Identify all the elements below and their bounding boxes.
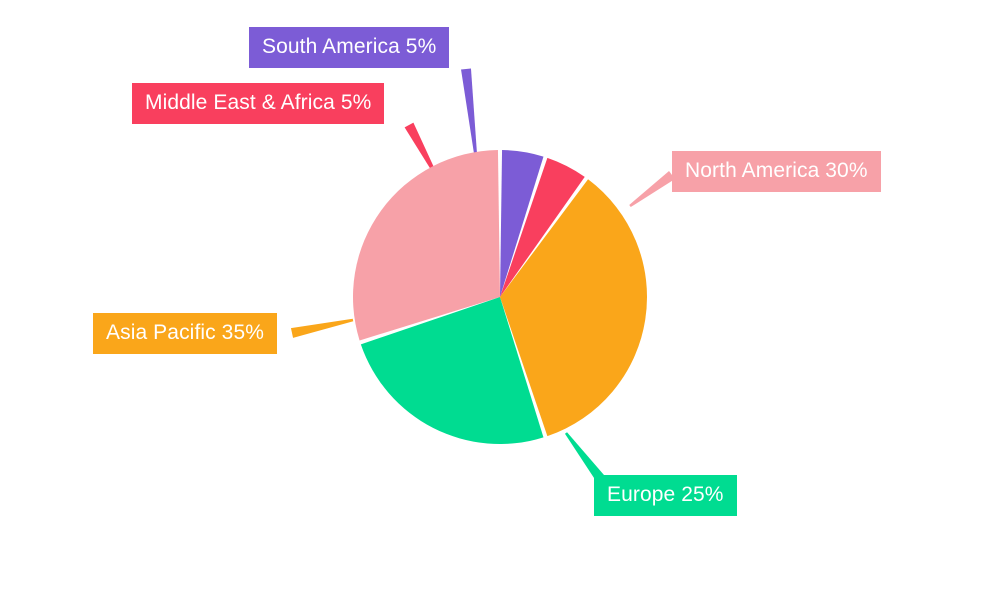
callout-connector-middle-east-africa (404, 122, 439, 178)
pie-slice-north-america[interactable] (352, 150, 500, 341)
pie-slice-south-america[interactable] (500, 150, 544, 297)
pie-slice-europe[interactable] (360, 297, 544, 445)
pie-label-middle-east-africa[interactable]: Middle East & Africa 5% (132, 83, 385, 124)
pie-label-south-america[interactable]: South America 5% (249, 27, 450, 68)
pie-slice-middle-east-africa[interactable] (500, 157, 585, 297)
pie-label-europe[interactable]: Europe 25% (594, 475, 737, 516)
callout-connector-south-america (461, 68, 478, 159)
pie-slice-asia-pacific[interactable] (500, 179, 648, 437)
pie-label-north-america[interactable]: North America 30% (672, 151, 881, 192)
pie-slices-group (352, 150, 648, 445)
connector-lines-group (290, 68, 675, 482)
callout-connector-europe (564, 432, 604, 482)
pie-label-asia-pacific[interactable]: Asia Pacific 35% (93, 313, 278, 354)
callout-connector-north-america (629, 170, 675, 208)
callout-connector-asia-pacific (290, 318, 354, 338)
